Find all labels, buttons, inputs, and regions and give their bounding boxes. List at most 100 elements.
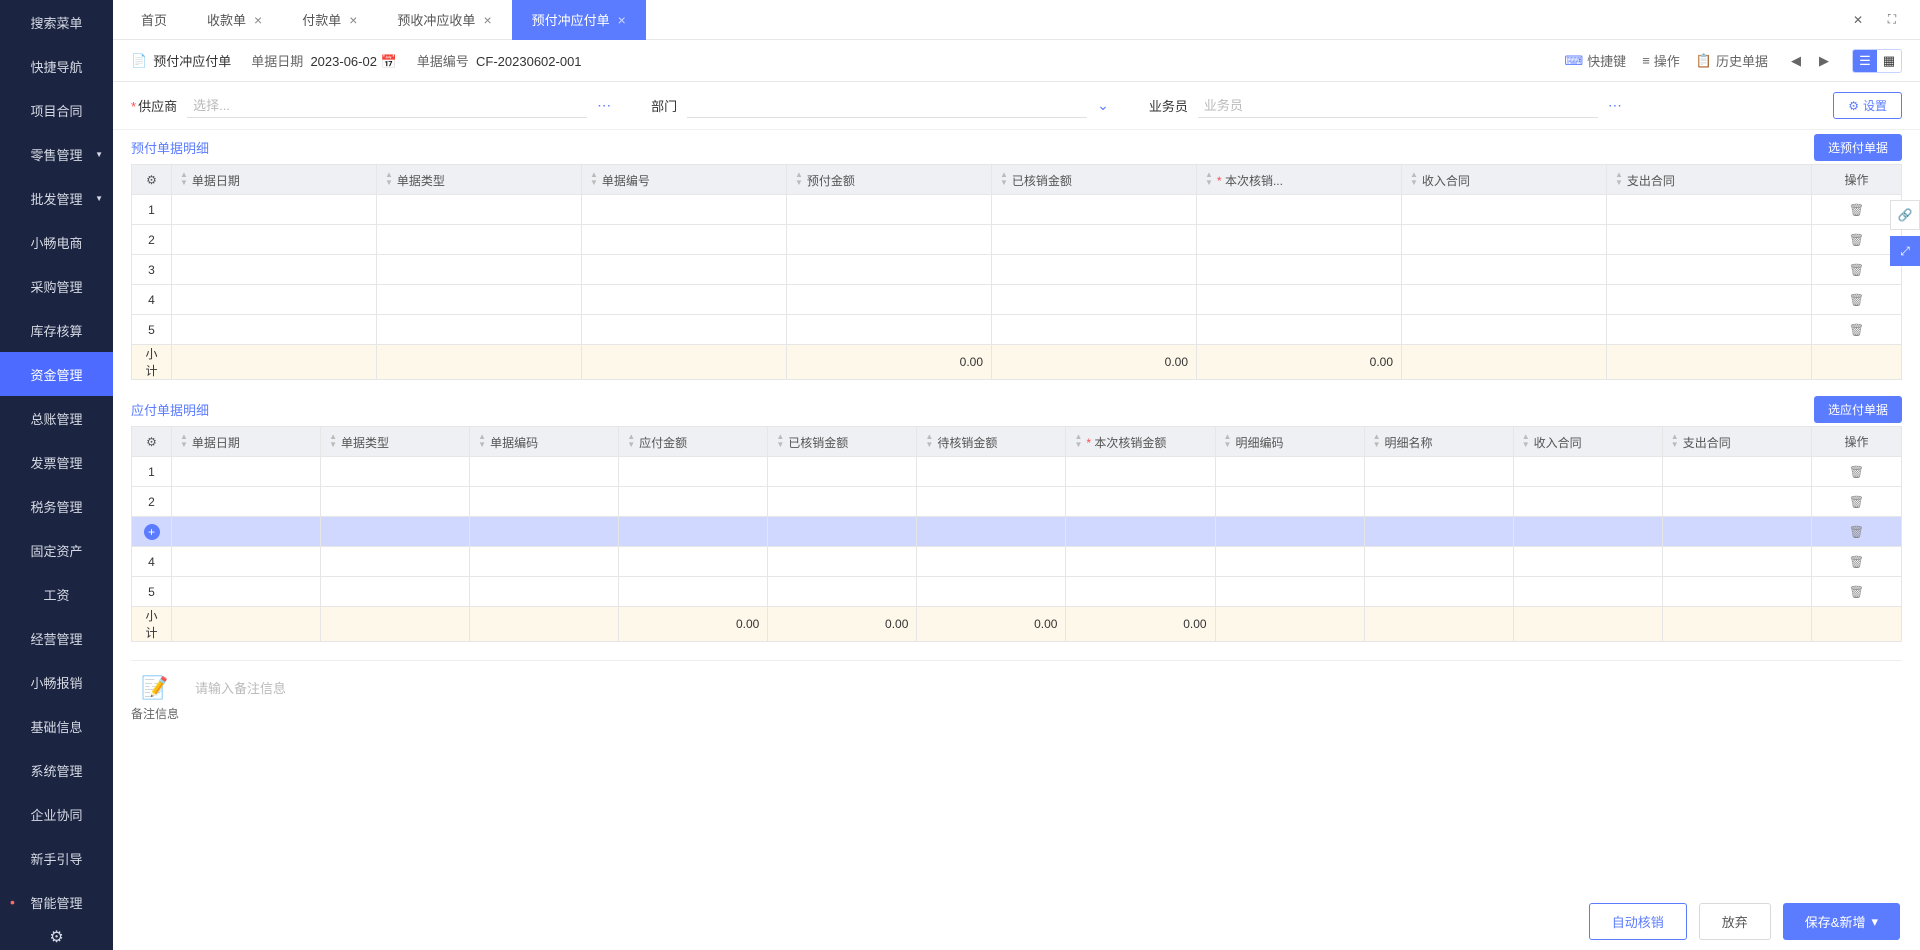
col-header[interactable]: ▲▼应付金额 — [619, 427, 768, 457]
expand-icon[interactable]: ⤢ — [1890, 236, 1920, 266]
salesman-input[interactable] — [1198, 94, 1598, 118]
table-row[interactable]: 5🗑 — [132, 315, 1902, 345]
gear-icon[interactable]: ⚙ — [146, 173, 157, 187]
sidebar-item-4[interactable]: 批发管理 — [0, 176, 113, 220]
sidebar-item-14[interactable]: 经营管理 — [0, 616, 113, 660]
col-header[interactable]: ▲▼单据类型 — [377, 165, 582, 195]
sidebar-item-18[interactable]: 企业协同 — [0, 792, 113, 836]
col-header[interactable]: ▲▼本次核销金额 — [1066, 427, 1215, 457]
sidebar-item-2[interactable]: 项目合同 — [0, 88, 113, 132]
attachment-icon[interactable]: 🔗 — [1890, 200, 1920, 230]
select-payable-button[interactable]: 选应付单据 — [1814, 396, 1902, 423]
col-header[interactable]: ▲▼已核销金额 — [992, 165, 1197, 195]
col-header[interactable]: ▲▼已核销金额 — [768, 427, 917, 457]
tab-0[interactable]: 首页 — [121, 0, 187, 40]
delete-row-icon[interactable]: 🗑 — [1849, 555, 1864, 569]
sidebar-item-15[interactable]: 小畅报销 — [0, 660, 113, 704]
col-header[interactable]: ▲▼明细名称 — [1364, 427, 1513, 457]
col-header[interactable]: ▲▼收入合同 — [1402, 165, 1607, 195]
supplier-more-icon[interactable]: ⋯ — [597, 97, 611, 114]
close-all-icon[interactable]: ✕ — [1846, 8, 1870, 32]
calendar-icon[interactable]: 📅 — [381, 54, 397, 69]
col-header[interactable]: ▲▼单据编号 — [582, 165, 787, 195]
col-header[interactable]: ▲▼待核销金额 — [917, 427, 1066, 457]
delete-row-icon[interactable]: 🗑 — [1849, 495, 1864, 509]
tab-close-icon[interactable]: × — [349, 12, 357, 28]
table-row[interactable]: 3🗑 — [132, 255, 1902, 285]
nav-prev-icon[interactable]: ◀ — [1784, 49, 1808, 73]
sidebar-item-17[interactable]: 系统管理 — [0, 748, 113, 792]
gear-icon[interactable]: ⚙ — [146, 435, 157, 449]
sidebar-item-7[interactable]: 库存核算 — [0, 308, 113, 352]
col-header[interactable]: ▲▼预付金额 — [787, 165, 992, 195]
sidebar-item-6[interactable]: 采购管理 — [0, 264, 113, 308]
tab-4[interactable]: 预付冲应付单 × — [512, 0, 646, 40]
dept-chevron-down-icon[interactable]: ⌄ — [1097, 97, 1109, 114]
delete-row-icon[interactable]: 🗑 — [1849, 263, 1864, 277]
settings-button[interactable]: ⚙设置 — [1833, 92, 1902, 119]
auto-writeoff-button[interactable]: 自动核销 — [1589, 903, 1687, 940]
nav-next-icon[interactable]: ▶ — [1812, 49, 1836, 73]
add-row-icon[interactable]: + — [144, 524, 160, 540]
sidebar-item-5[interactable]: 小畅电商 — [0, 220, 113, 264]
dept-input[interactable] — [687, 94, 1087, 118]
view-list-icon[interactable]: ☰ — [1853, 50, 1877, 72]
salesman-more-icon[interactable]: ⋯ — [1608, 97, 1622, 114]
settings-gear-icon[interactable]: ⚙ — [49, 927, 63, 947]
tab-1[interactable]: 收款单× — [187, 0, 282, 40]
operate-link[interactable]: ≡操作 — [1642, 51, 1680, 70]
col-header[interactable]: ▲▼单据日期 — [172, 165, 377, 195]
col-header[interactable]: ▲▼明细编码 — [1215, 427, 1364, 457]
col-header[interactable]: ▲▼支出合同 — [1662, 427, 1811, 457]
history-link[interactable]: 📋历史单据 — [1696, 51, 1768, 70]
sidebar-item-13[interactable]: 工资 — [0, 572, 113, 616]
save-new-button[interactable]: 保存&新增▾ — [1783, 903, 1900, 940]
sidebar-item-1[interactable]: 快捷导航 — [0, 44, 113, 88]
col-header[interactable]: ▲▼单据类型 — [321, 427, 470, 457]
sidebar-item-20[interactable]: 智能管理 — [0, 880, 113, 924]
sidebar-item-11[interactable]: 税务管理 — [0, 484, 113, 528]
discard-button[interactable]: 放弃 — [1699, 903, 1771, 940]
sidebar-item-8[interactable]: 资金管理 — [0, 352, 113, 396]
table-row[interactable]: 2🗑 — [132, 225, 1902, 255]
col-header[interactable]: ▲▼支出合同 — [1607, 165, 1812, 195]
delete-row-icon[interactable]: 🗑 — [1849, 465, 1864, 479]
shortcut-link[interactable]: ⌨快捷键 — [1564, 51, 1626, 70]
select-prepay-button[interactable]: 选预付单据 — [1814, 134, 1902, 161]
supplier-input[interactable] — [187, 94, 587, 118]
table-row[interactable]: 5🗑 — [132, 577, 1902, 607]
table-row[interactable]: +🗑 — [132, 517, 1902, 547]
delete-row-icon[interactable]: 🗑 — [1849, 203, 1864, 217]
tab-2[interactable]: 付款单× — [282, 0, 377, 40]
delete-row-icon[interactable]: 🗑 — [1849, 585, 1864, 599]
col-header[interactable]: ▲▼单据编码 — [470, 427, 619, 457]
tab-label: 预付冲应付单 — [532, 10, 610, 29]
sidebar-item-10[interactable]: 发票管理 — [0, 440, 113, 484]
table-row[interactable]: 1🗑 — [132, 457, 1902, 487]
sidebar-item-16[interactable]: 基础信息 — [0, 704, 113, 748]
table-row[interactable]: 1🗑 — [132, 195, 1902, 225]
delete-row-icon[interactable]: 🗑 — [1849, 293, 1864, 307]
tab-3[interactable]: 预收冲应收单× — [377, 0, 511, 40]
tab-close-icon[interactable]: × — [483, 12, 491, 28]
col-header[interactable]: ▲▼收入合同 — [1513, 427, 1662, 457]
sidebar-item-9[interactable]: 总账管理 — [0, 396, 113, 440]
view-grid-icon[interactable]: ▦ — [1877, 50, 1901, 72]
delete-row-icon[interactable]: 🗑 — [1849, 233, 1864, 247]
sidebar-item-0[interactable]: 搜索菜单 — [0, 0, 113, 44]
table-row[interactable]: 4🗑 — [132, 547, 1902, 577]
sidebar-item-3[interactable]: 零售管理 — [0, 132, 113, 176]
delete-row-icon[interactable]: 🗑 — [1849, 323, 1864, 337]
col-header[interactable]: ▲▼本次核销... — [1197, 165, 1402, 195]
tab-close-icon[interactable]: × — [254, 12, 262, 28]
remark-input[interactable] — [195, 675, 1902, 702]
doc-icon: 📄 — [131, 53, 147, 69]
table-row[interactable]: 2🗑 — [132, 487, 1902, 517]
sidebar-item-12[interactable]: 固定资产 — [0, 528, 113, 572]
tab-close-icon[interactable]: × — [618, 12, 626, 28]
delete-row-icon[interactable]: 🗑 — [1849, 525, 1864, 539]
table-row[interactable]: 4🗑 — [132, 285, 1902, 315]
sidebar-item-19[interactable]: 新手引导 — [0, 836, 113, 880]
col-header[interactable]: ▲▼单据日期 — [172, 427, 321, 457]
fullscreen-icon[interactable]: ⛶ — [1880, 8, 1904, 32]
